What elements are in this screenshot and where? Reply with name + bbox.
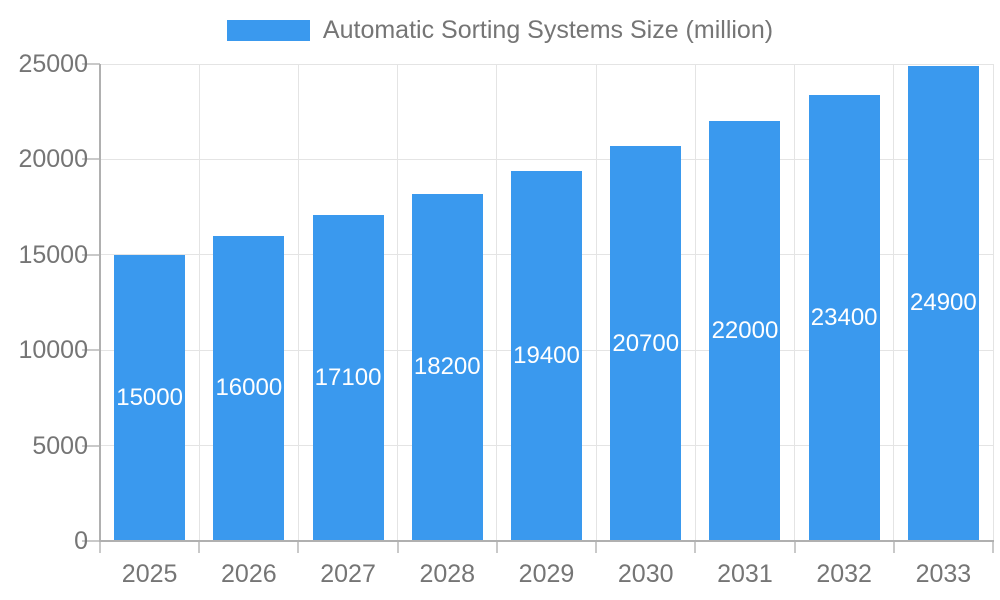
y-axis-label: 25000 <box>18 50 88 78</box>
bar-2026 <box>213 235 285 541</box>
vertical-gridline <box>694 64 696 541</box>
x-axis-tick <box>198 541 201 553</box>
vertical-gridline <box>297 64 299 541</box>
bar-value-label: 18200 <box>413 353 481 381</box>
y-axis-label: 10000 <box>18 336 88 365</box>
vertical-gridline <box>496 64 498 541</box>
y-axis-tick <box>82 349 100 352</box>
horizontal-gridline <box>100 158 993 160</box>
bar-2030 <box>610 146 682 541</box>
bar-value-label: 24900 <box>910 289 977 317</box>
x-axis-label-2032: 2032 <box>816 560 872 588</box>
x-axis-label-2027: 2027 <box>320 560 376 588</box>
y-axis-label: 5000 <box>32 431 88 460</box>
vertical-gridline <box>595 64 597 541</box>
bar-value-label: 23400 <box>810 303 878 331</box>
x-axis-tick <box>99 541 101 553</box>
legend-swatch <box>226 20 310 41</box>
bar-value-label: 19400 <box>513 341 580 369</box>
legend[interactable]: Automatic Sorting Systems Size (million) <box>0 17 1000 44</box>
x-axis-line <box>99 540 994 542</box>
bar-value-label: 17100 <box>314 363 382 391</box>
bar-value-label: 22000 <box>711 317 779 345</box>
x-axis-tick <box>892 541 895 553</box>
x-axis-tick <box>297 541 300 553</box>
x-axis-tick <box>495 541 498 553</box>
x-axis-tick <box>793 541 796 553</box>
x-axis-label-2031: 2031 <box>717 560 773 588</box>
y-axis-tick <box>82 63 100 65</box>
x-axis-tick <box>396 541 399 553</box>
x-axis-label-2030: 2030 <box>617 560 674 588</box>
bar-2031 <box>709 121 781 541</box>
y-axis-tick <box>82 444 100 447</box>
x-axis-label-2026: 2026 <box>221 560 277 588</box>
vertical-gridline <box>992 64 994 541</box>
y-axis-tick <box>82 540 100 542</box>
bar-2028 <box>411 193 483 541</box>
x-axis-tick <box>694 541 697 553</box>
x-axis-label-2033: 2033 <box>915 560 972 588</box>
bar-2032 <box>808 94 880 541</box>
bar-value-label: 20700 <box>612 329 680 357</box>
vertical-gridline <box>893 64 895 541</box>
vertical-gridline <box>794 64 796 541</box>
horizontal-gridline <box>100 63 993 65</box>
x-axis-tick <box>595 541 598 553</box>
y-axis-label: 20000 <box>18 145 88 174</box>
y-axis-tick <box>82 158 100 161</box>
bar-2027 <box>312 214 384 541</box>
y-axis-label: 15000 <box>18 240 88 269</box>
x-axis-label-2025: 2025 <box>121 560 178 588</box>
x-axis-tick <box>992 541 994 553</box>
y-axis-label: 0 <box>74 527 88 555</box>
bar-value-label: 16000 <box>215 374 283 402</box>
bar-2029 <box>511 170 582 541</box>
x-axis-label-2029: 2029 <box>518 560 575 588</box>
vertical-gridline <box>198 64 200 541</box>
y-axis-line <box>99 64 101 541</box>
bar-value-label: 15000 <box>116 383 183 411</box>
bar-2033 <box>907 65 979 541</box>
x-axis-label-2028: 2028 <box>419 560 476 588</box>
vertical-gridline <box>397 64 399 541</box>
bar-2025 <box>114 254 186 541</box>
y-axis-tick <box>82 253 100 256</box>
legend-label: Automatic Sorting Systems Size (million) <box>322 16 774 44</box>
